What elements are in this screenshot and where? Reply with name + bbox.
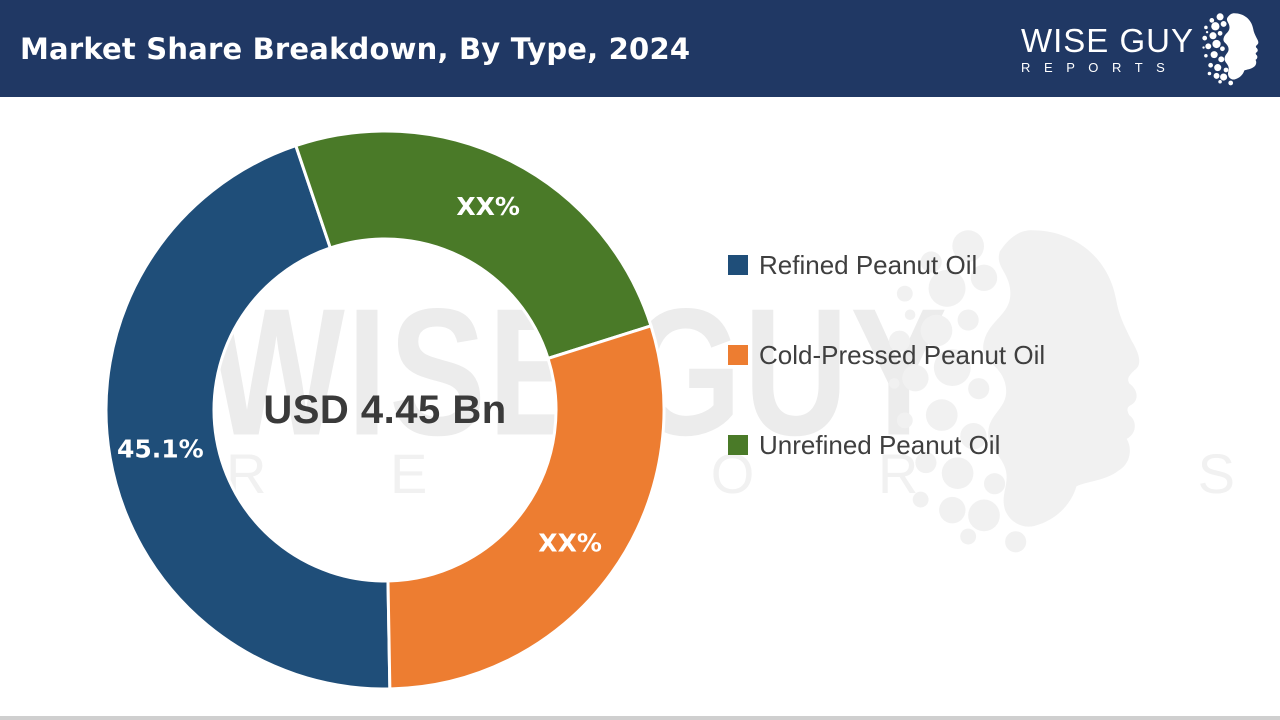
- legend-item-unrefined: Unrefined Peanut Oil: [728, 430, 1045, 460]
- wiseguy-logo: WISE GUY R E P O R T S: [1021, 12, 1262, 86]
- page-title: Market Share Breakdown, By Type, 2024: [20, 31, 691, 66]
- footer-divider: [0, 716, 1280, 720]
- legend-item-cold-pressed: Cold-Pressed Peanut Oil: [728, 340, 1045, 370]
- legend-label-cold-pressed: Cold-Pressed Peanut Oil: [759, 339, 1046, 370]
- donut-slice-cold-pressed-peanut-oil: [386, 323, 666, 691]
- slice-label-unrefined-peanut-oil: XX%: [456, 192, 520, 221]
- legend-label-unrefined: Unrefined Peanut Oil: [759, 429, 1001, 460]
- logo-wordmark: WISE GUY: [1020, 21, 1194, 59]
- legend-swatch-cold-pressed: [728, 345, 748, 365]
- chart-center-value: USD 4.45 Bn: [263, 388, 507, 432]
- logo-subtitle: R E P O R T S: [1020, 59, 1170, 75]
- legend-swatch-refined: [728, 255, 748, 275]
- slice-label-refined-peanut-oil: 45.1%: [117, 434, 204, 463]
- chart-legend: Refined Peanut Oil Cold-Pressed Peanut O…: [728, 250, 1045, 520]
- donut-slice-refined-peanut-oil: [104, 143, 392, 691]
- face-icon: [1202, 12, 1259, 85]
- legend-label-refined: Refined Peanut Oil: [759, 249, 978, 280]
- legend-swatch-unrefined: [728, 435, 748, 455]
- slice-label-cold-pressed-peanut-oil: XX%: [538, 529, 602, 558]
- legend-item-refined: Refined Peanut Oil: [728, 250, 1045, 280]
- header-bar: Market Share Breakdown, By Type, 2024 WI…: [0, 0, 1280, 97]
- donut-slice-unrefined-peanut-oil: [293, 129, 653, 361]
